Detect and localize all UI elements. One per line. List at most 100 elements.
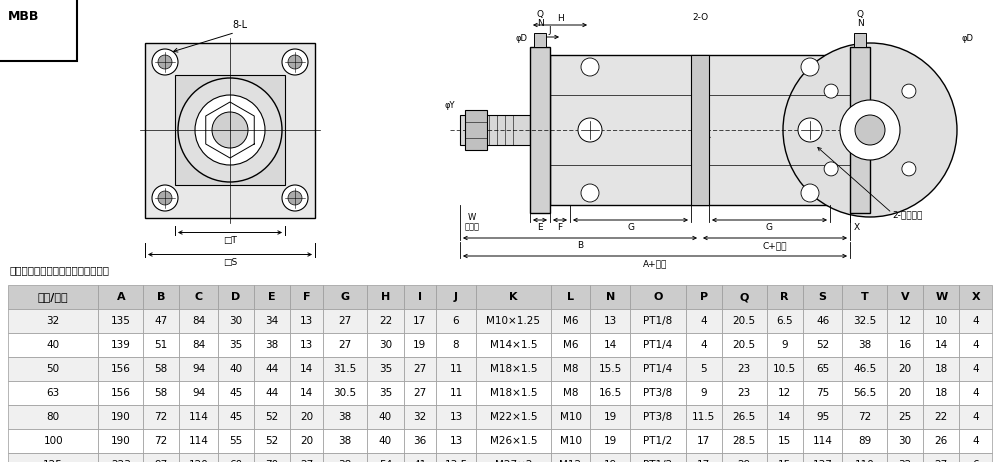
Text: M26×1.5: M26×1.5: [490, 436, 537, 446]
Bar: [803, 333, 842, 357]
Bar: [367, 429, 404, 453]
Text: 32: 32: [47, 316, 60, 326]
Text: 31.5: 31.5: [333, 364, 357, 374]
Text: 19: 19: [604, 460, 617, 462]
Text: 44: 44: [265, 388, 279, 398]
Bar: [630, 285, 686, 309]
Text: J: J: [454, 292, 458, 302]
Text: φY: φY: [444, 101, 455, 110]
Bar: [767, 285, 803, 309]
Bar: [923, 429, 959, 453]
Bar: [767, 405, 803, 429]
Circle shape: [902, 162, 916, 176]
Bar: [323, 453, 367, 462]
Text: 4: 4: [700, 316, 707, 326]
Text: 35: 35: [229, 340, 243, 350]
Bar: [887, 381, 923, 405]
Bar: [323, 381, 367, 405]
Text: 11: 11: [449, 388, 463, 398]
Bar: [254, 405, 290, 429]
Bar: [722, 429, 767, 453]
Bar: [887, 405, 923, 429]
Text: T: T: [861, 292, 869, 302]
Text: 14: 14: [604, 340, 617, 350]
Bar: [767, 453, 803, 462]
Bar: [691, 55, 709, 205]
Circle shape: [282, 185, 308, 211]
Bar: [923, 453, 959, 462]
Text: □T: □T: [223, 236, 237, 244]
Bar: [290, 333, 323, 357]
Bar: [476, 429, 551, 453]
Bar: [254, 453, 290, 462]
Text: 4: 4: [700, 340, 707, 350]
Text: PT3/8: PT3/8: [643, 412, 673, 422]
Text: 41: 41: [413, 460, 426, 462]
Bar: [959, 309, 992, 333]
Text: Q: Q: [856, 10, 864, 19]
Bar: [367, 285, 404, 309]
Text: 70: 70: [266, 460, 279, 462]
Text: N: N: [857, 19, 863, 28]
Text: Q: Q: [740, 292, 749, 302]
Bar: [254, 357, 290, 381]
Bar: [551, 357, 590, 381]
Text: 94: 94: [192, 364, 205, 374]
Bar: [323, 357, 367, 381]
Bar: [218, 309, 254, 333]
Bar: [179, 429, 218, 453]
Text: L: L: [567, 292, 574, 302]
Bar: [551, 381, 590, 405]
Bar: [476, 357, 551, 381]
Text: 94: 94: [192, 388, 205, 398]
Bar: [175, 75, 285, 185]
Text: 注：附磁型与不附磁型之尺寸相同。: 注：附磁型与不附磁型之尺寸相同。: [10, 265, 110, 275]
Text: 13: 13: [449, 412, 463, 422]
Text: 137: 137: [813, 460, 833, 462]
Bar: [404, 285, 436, 309]
Text: 14: 14: [300, 388, 313, 398]
Bar: [465, 110, 487, 150]
Bar: [436, 333, 476, 357]
Text: 6: 6: [453, 316, 459, 326]
Bar: [476, 309, 551, 333]
Text: 55: 55: [229, 436, 243, 446]
Text: 46.5: 46.5: [853, 364, 876, 374]
Bar: [551, 333, 590, 357]
Text: 40: 40: [379, 436, 392, 446]
Text: 20: 20: [300, 436, 313, 446]
Bar: [842, 285, 887, 309]
Text: 20: 20: [899, 388, 912, 398]
Bar: [850, 47, 870, 213]
Circle shape: [212, 112, 248, 148]
Text: 27: 27: [935, 460, 948, 462]
Text: 35: 35: [379, 364, 392, 374]
Text: 5: 5: [700, 364, 707, 374]
Circle shape: [902, 84, 916, 98]
Text: 32: 32: [899, 460, 912, 462]
Bar: [686, 381, 722, 405]
Bar: [98, 381, 143, 405]
Text: C: C: [194, 292, 203, 302]
Text: M8: M8: [563, 364, 578, 374]
Bar: [290, 453, 323, 462]
Bar: [630, 381, 686, 405]
Bar: [803, 285, 842, 309]
Text: 190: 190: [111, 436, 131, 446]
Text: 12: 12: [899, 316, 912, 326]
Circle shape: [158, 191, 172, 205]
Text: O: O: [653, 292, 663, 302]
Bar: [98, 309, 143, 333]
Text: X: X: [854, 223, 860, 232]
Bar: [8, 309, 98, 333]
Text: P: P: [704, 105, 710, 115]
Bar: [923, 333, 959, 357]
Bar: [290, 429, 323, 453]
Text: 156: 156: [111, 364, 131, 374]
Text: 75: 75: [816, 388, 829, 398]
Text: 38: 38: [338, 460, 352, 462]
Bar: [290, 309, 323, 333]
Bar: [323, 309, 367, 333]
Text: 114: 114: [189, 412, 208, 422]
Text: 19: 19: [604, 436, 617, 446]
